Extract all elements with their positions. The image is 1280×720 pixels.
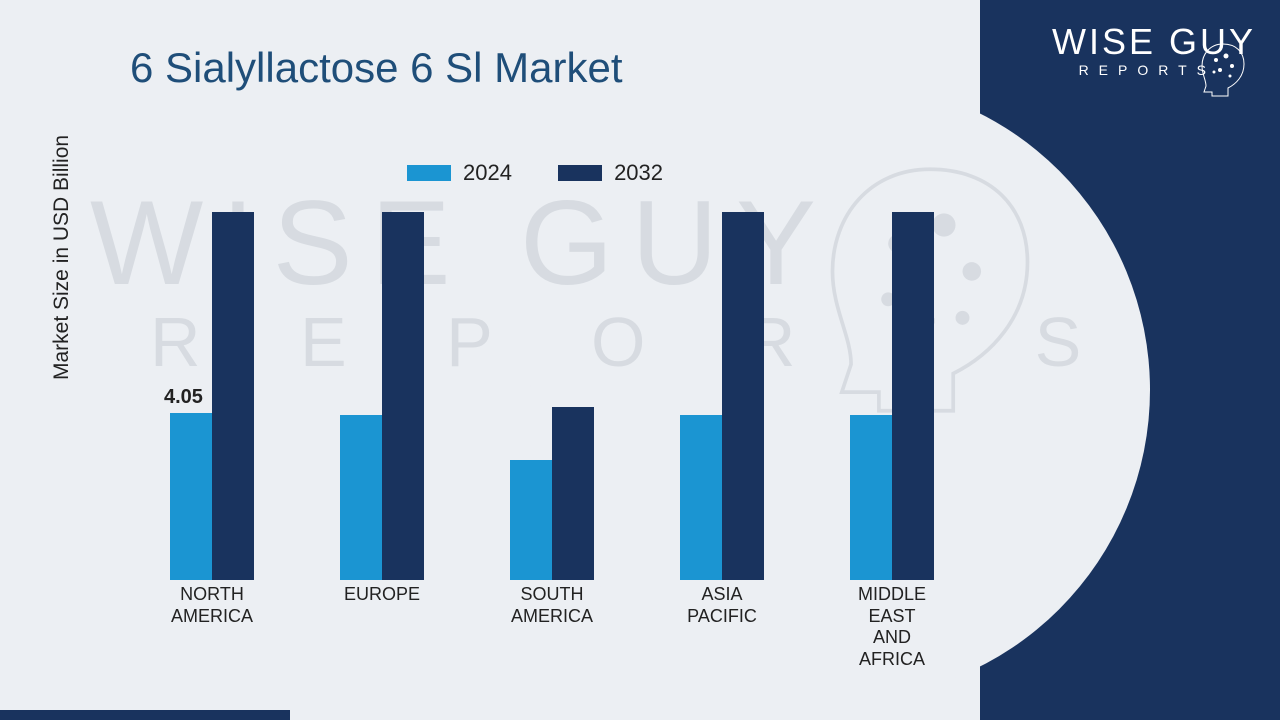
brand-logo: WISE GUY REPORTS <box>1052 24 1256 78</box>
x-axis-category: SOUTHAMERICA <box>468 584 636 627</box>
legend-item-2032: 2032 <box>558 160 663 186</box>
bar-2024 <box>680 415 722 580</box>
legend-item-2024: 2024 <box>407 160 512 186</box>
chart-title: 6 Sialyllactose 6 Sl Market <box>130 44 623 92</box>
bar-group <box>680 212 764 580</box>
bar-2024 <box>510 460 552 580</box>
x-axis-category: EUROPE <box>298 584 466 606</box>
x-axis-category: ASIAPACIFIC <box>638 584 806 627</box>
bar-2032 <box>212 212 254 580</box>
bar-group <box>340 212 424 580</box>
bar-chart: Market Size in USD Billion 2024 2032 4.0… <box>60 150 980 690</box>
bar-2032 <box>722 212 764 580</box>
bar-2032 <box>892 212 934 580</box>
plot-area: 4.05 <box>110 200 960 580</box>
bar-2032 <box>382 212 424 580</box>
legend-label-2024: 2024 <box>463 160 512 186</box>
y-axis-label: Market Size in USD Billion <box>50 135 74 380</box>
legend-label-2032: 2032 <box>614 160 663 186</box>
legend-swatch-2032 <box>558 165 602 181</box>
footer-accent-bar <box>0 710 290 720</box>
bar-group <box>510 407 594 580</box>
bar-2024 <box>340 415 382 580</box>
x-axis-category: NORTHAMERICA <box>128 584 296 627</box>
bar-2024 <box>170 413 212 580</box>
bar-group <box>850 212 934 580</box>
bar-2024 <box>850 415 892 580</box>
legend-swatch-2024 <box>407 165 451 181</box>
brand-sub: REPORTS <box>1052 62 1216 78</box>
bar-2032 <box>552 407 594 580</box>
bar-value-label: 4.05 <box>164 386 203 409</box>
x-axis-category: MIDDLEEASTANDAFRICA <box>808 584 976 670</box>
x-axis-labels: NORTHAMERICAEUROPESOUTHAMERICAASIAPACIFI… <box>110 584 960 674</box>
brand-head-icon <box>1200 42 1246 98</box>
legend: 2024 2032 <box>110 160 960 187</box>
